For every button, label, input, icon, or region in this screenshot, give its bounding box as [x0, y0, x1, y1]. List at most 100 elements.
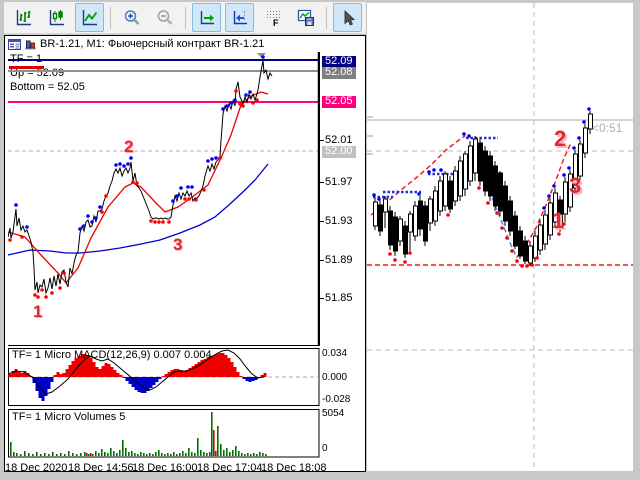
volume-bar [140, 452, 142, 456]
candle-body [513, 215, 518, 247]
signal-dot-red [557, 232, 561, 236]
volume-bar [188, 448, 190, 456]
macd-histogram-bar [242, 377, 246, 379]
templates-icon [297, 9, 314, 26]
fractal-dot-blue [186, 185, 190, 189]
fractal-dot-red [153, 220, 157, 224]
volume-bar [128, 452, 130, 456]
fractal-dot-red [238, 102, 242, 106]
main-price-chart[interactable] [8, 52, 320, 346]
volume-bar [60, 453, 62, 456]
signal-dot-blue [582, 120, 586, 124]
candle-body [483, 150, 488, 192]
candlestick-chart-icon [49, 9, 64, 25]
grid-f-button[interactable]: F [258, 3, 287, 32]
candle-body [448, 180, 453, 210]
macd-histogram-bar [47, 377, 51, 389]
signal-dot-red [393, 258, 397, 262]
fractal-dot-red [241, 104, 245, 108]
chart-window-title: BR-1.21, M1: Фьючерсный контракт BR-1.21 [40, 38, 265, 50]
fractal-dot-blue [190, 185, 194, 189]
fractal-dot-blue [129, 156, 133, 160]
fractal-dot-blue [118, 162, 122, 166]
candle-body [538, 224, 543, 251]
volume-bar [164, 454, 166, 456]
templates-button[interactable] [291, 3, 320, 32]
volume-bar [167, 453, 169, 456]
candle-body [458, 160, 463, 197]
macd-histogram-bar [236, 372, 240, 377]
signal-dot-blue [562, 173, 566, 177]
volume-bar [149, 453, 151, 456]
volume-bar [176, 454, 178, 456]
fractal-dot-red [44, 295, 48, 299]
auto-scroll-icon [200, 10, 214, 24]
macd-histogram-bar [101, 366, 105, 377]
candlestick-chart-button[interactable] [42, 3, 71, 32]
chart-shift-marker [257, 53, 266, 58]
line-chart-button[interactable] [75, 3, 104, 32]
macd-indicator-panel[interactable] [8, 347, 320, 407]
fractal-dot-red [20, 235, 24, 239]
signal-dot-red [388, 252, 392, 256]
fractal-dot-blue [214, 156, 218, 160]
volumes-indicator-panel[interactable] [8, 408, 320, 459]
macd-scale-label: 0.034 [322, 348, 348, 359]
macd-histogram-bar [65, 369, 69, 377]
toolbar-separator [110, 6, 111, 29]
toolbar: F [4, 2, 366, 34]
fractal-dot-red [62, 271, 66, 275]
chart-window: BR-1.21, M1: Фьючерсный контракт BR-1.21… [4, 35, 368, 474]
signal-dot-red [510, 249, 514, 253]
bottom-overlay-label: Bottom = 52.05 [10, 81, 85, 93]
candle-body [438, 180, 443, 212]
volume-bar [48, 454, 50, 456]
fractal-dot-red [149, 219, 153, 223]
cursor-button[interactable] [333, 3, 362, 32]
price-axis-label: 51.93 [325, 215, 353, 227]
zoom-in-button[interactable] [117, 3, 146, 32]
candle-body [403, 225, 408, 255]
macd-histogram-bar [20, 373, 24, 377]
macd-histogram-bar [131, 377, 135, 387]
wave-number-label: 3 [173, 235, 183, 254]
volume-bar [182, 451, 184, 456]
chart-shift-button[interactable] [225, 3, 254, 32]
fractal-dot-blue [248, 90, 252, 94]
candle-body [373, 201, 378, 227]
volume-bar [253, 453, 255, 456]
ma-fast-line [8, 91, 269, 285]
macd-histogram-bar [107, 364, 111, 377]
volume-bar [125, 448, 127, 456]
macd-histogram-bar [110, 367, 114, 377]
candle-body [583, 127, 588, 154]
candle-body [523, 240, 528, 262]
volume-bar [131, 451, 133, 456]
price-axis-tick [320, 182, 324, 183]
candle-body [433, 190, 438, 222]
volume-bar [95, 451, 97, 456]
macd-histogram-bar [239, 376, 243, 377]
chart-window-titlebar[interactable]: BR-1.21, M1: Фьючерсный контракт BR-1.21 [5, 36, 368, 52]
macd-histogram-bar [197, 362, 201, 377]
fractal-dot-blue [233, 98, 237, 102]
price-path [8, 59, 273, 295]
signal-dot-blue [547, 194, 551, 198]
volume-bar [223, 450, 225, 456]
candle-body [453, 170, 458, 202]
volume-bar [28, 453, 30, 456]
macd-histogram-bar [227, 358, 231, 377]
signal-dot-red [408, 251, 412, 255]
auto-scroll-button[interactable] [192, 3, 221, 32]
time-axis-label: 18 Dec 16:00 [132, 462, 198, 474]
fractal-dot-blue [122, 164, 126, 168]
macd-histogram-bar [146, 377, 150, 391]
bar-chart-button[interactable] [9, 3, 38, 32]
price-axis-label: 52.09 [322, 56, 356, 68]
signal-dot-red [500, 226, 504, 230]
macd-histogram-bar [164, 374, 168, 377]
zoomed-candle-chart[interactable] [367, 3, 633, 471]
chart-shift-icon [233, 10, 247, 24]
zoom-out-button[interactable] [150, 3, 179, 32]
